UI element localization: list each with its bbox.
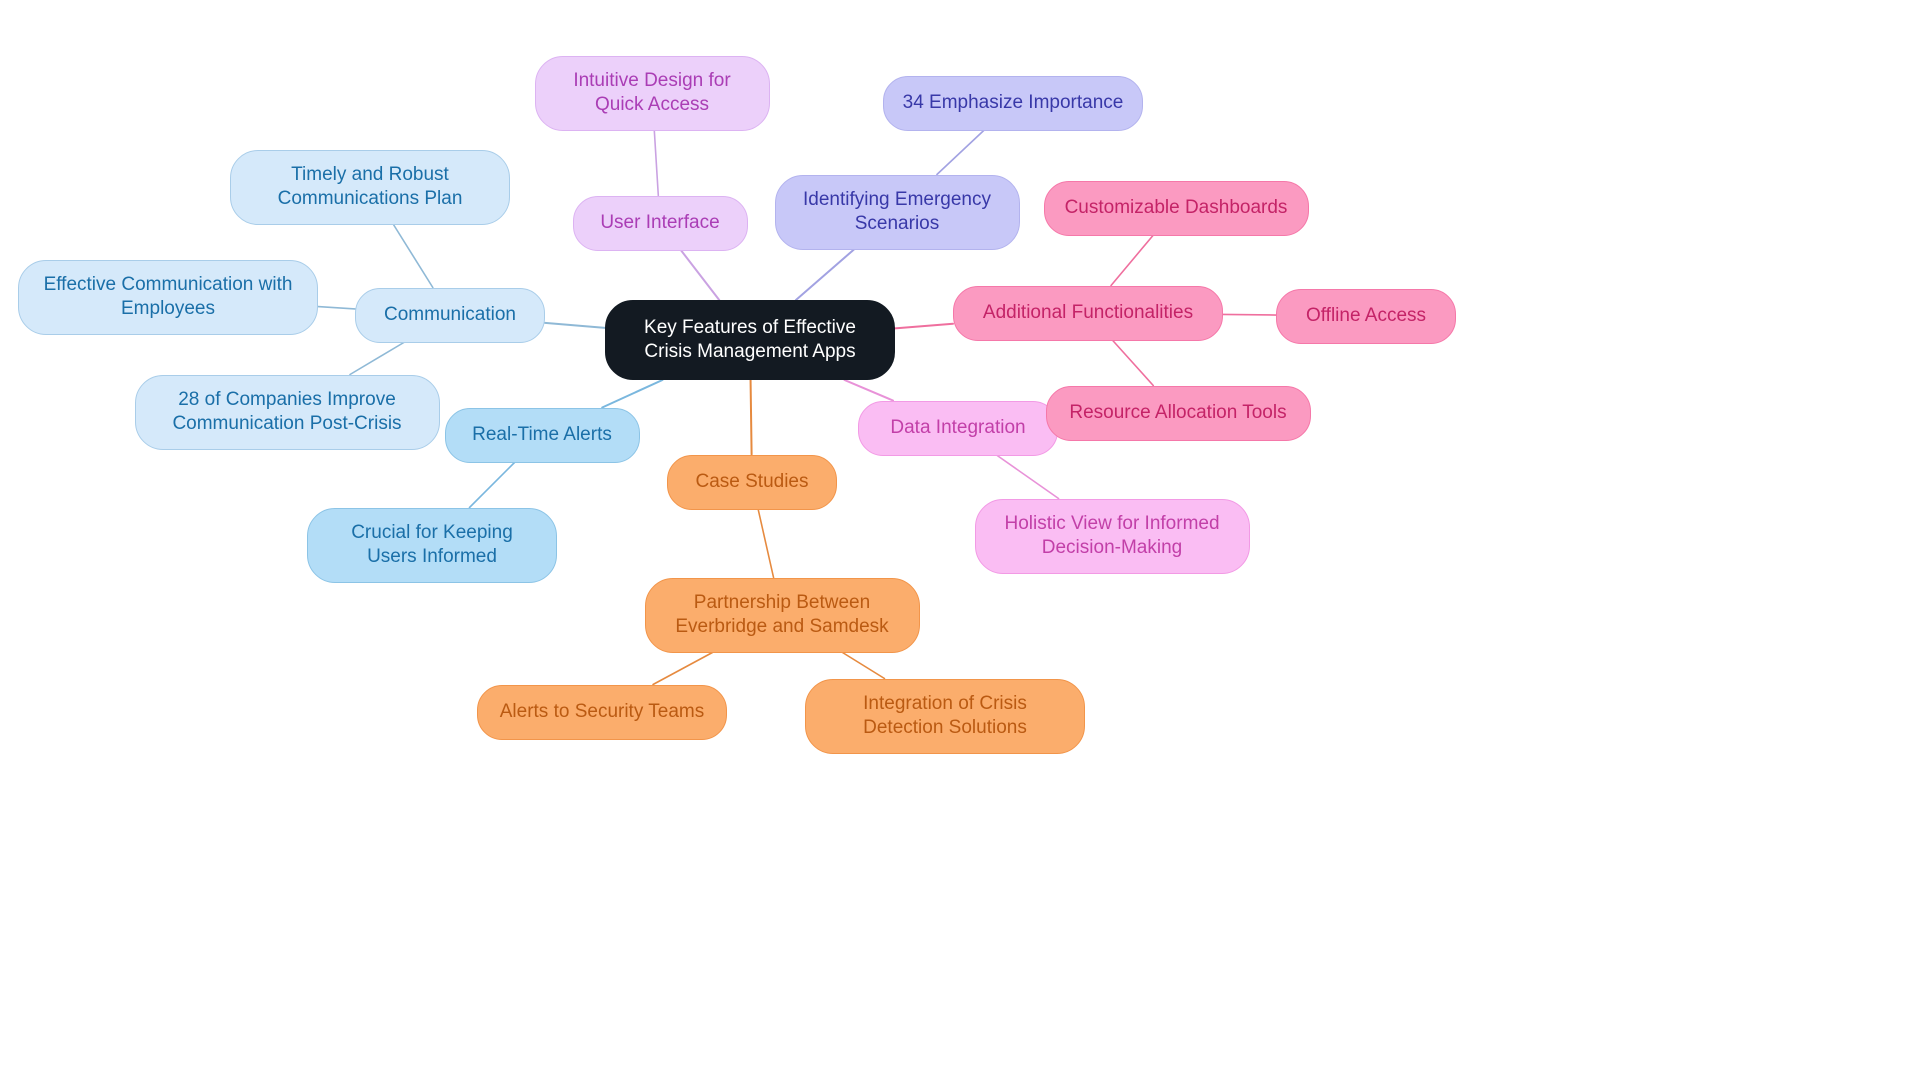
node-cs-integration: Integration of Crisis Detection Solution…: [805, 679, 1085, 754]
node-label: Intuitive Design for Quick Access: [554, 69, 751, 117]
node-label: Effective Communication with Employees: [37, 273, 299, 321]
node-comm: Communication: [355, 288, 545, 343]
node-label: Identifying Emergency Scenarios: [794, 188, 1001, 236]
node-comm-28: 28 of Companies Improve Communication Po…: [135, 375, 440, 450]
node-ui-intuitive: Intuitive Design for Quick Access: [535, 56, 770, 131]
edge: [393, 225, 432, 288]
node-label: Key Features of Effective Crisis Managem…: [624, 316, 876, 364]
node-di-holistic: Holistic View for Informed Decision-Maki…: [975, 499, 1250, 574]
node-label: Customizable Dashboards: [1065, 196, 1288, 220]
edge: [796, 250, 854, 301]
node-af-offline: Offline Access: [1276, 289, 1456, 344]
edge: [350, 343, 404, 375]
node-label: Holistic View for Informed Decision-Maki…: [994, 512, 1231, 560]
node-af-resource: Resource Allocation Tools: [1046, 386, 1311, 441]
edge: [843, 653, 885, 679]
node-label: Communication: [384, 303, 516, 327]
node-di: Data Integration: [858, 401, 1058, 456]
node-label: Crucial for Keeping Users Informed: [326, 521, 538, 569]
node-label: Partnership Between Everbridge and Samde…: [664, 591, 901, 639]
edge: [1113, 341, 1154, 386]
edge: [318, 307, 355, 309]
node-label: Real-Time Alerts: [472, 423, 612, 447]
edge: [845, 380, 893, 401]
node-label: Alerts to Security Teams: [500, 700, 705, 724]
node-root: Key Features of Effective Crisis Managem…: [605, 300, 895, 380]
node-label: Integration of Crisis Detection Solution…: [824, 692, 1066, 740]
node-ies-34: 34 Emphasize Importance: [883, 76, 1143, 131]
edge: [937, 131, 984, 175]
mindmap-canvas: Key Features of Effective Crisis Managem…: [0, 0, 1920, 1083]
edge: [1111, 236, 1153, 286]
edge: [654, 131, 658, 196]
edge: [751, 380, 752, 455]
edge: [758, 510, 773, 578]
edge: [681, 251, 719, 301]
node-label: 34 Emphasize Importance: [903, 91, 1124, 115]
edge: [895, 324, 953, 329]
node-cs: Case Studies: [667, 455, 837, 510]
edge: [653, 653, 712, 685]
node-label: User Interface: [600, 211, 719, 235]
node-ui: User Interface: [573, 196, 748, 251]
node-label: Timely and Robust Communications Plan: [249, 163, 491, 211]
node-ies: Identifying Emergency Scenarios: [775, 175, 1020, 250]
node-label: Case Studies: [695, 470, 808, 494]
node-cs-alerts: Alerts to Security Teams: [477, 685, 727, 740]
node-af-dash: Customizable Dashboards: [1044, 181, 1309, 236]
node-label: Offline Access: [1306, 304, 1426, 328]
node-label: Data Integration: [890, 416, 1025, 440]
edge: [545, 323, 605, 328]
edge: [997, 456, 1058, 499]
node-comm-timely: Timely and Robust Communications Plan: [230, 150, 510, 225]
edge: [602, 380, 662, 408]
edge: [470, 463, 515, 508]
node-label: 28 of Companies Improve Communication Po…: [154, 388, 421, 436]
node-rta-crucial: Crucial for Keeping Users Informed: [307, 508, 557, 583]
node-af: Additional Functionalities: [953, 286, 1223, 341]
node-comm-effective: Effective Communication with Employees: [18, 260, 318, 335]
node-label: Resource Allocation Tools: [1069, 401, 1286, 425]
edge: [1223, 314, 1276, 315]
node-cs-partner: Partnership Between Everbridge and Samde…: [645, 578, 920, 653]
node-rta: Real-Time Alerts: [445, 408, 640, 463]
node-label: Additional Functionalities: [983, 301, 1193, 325]
